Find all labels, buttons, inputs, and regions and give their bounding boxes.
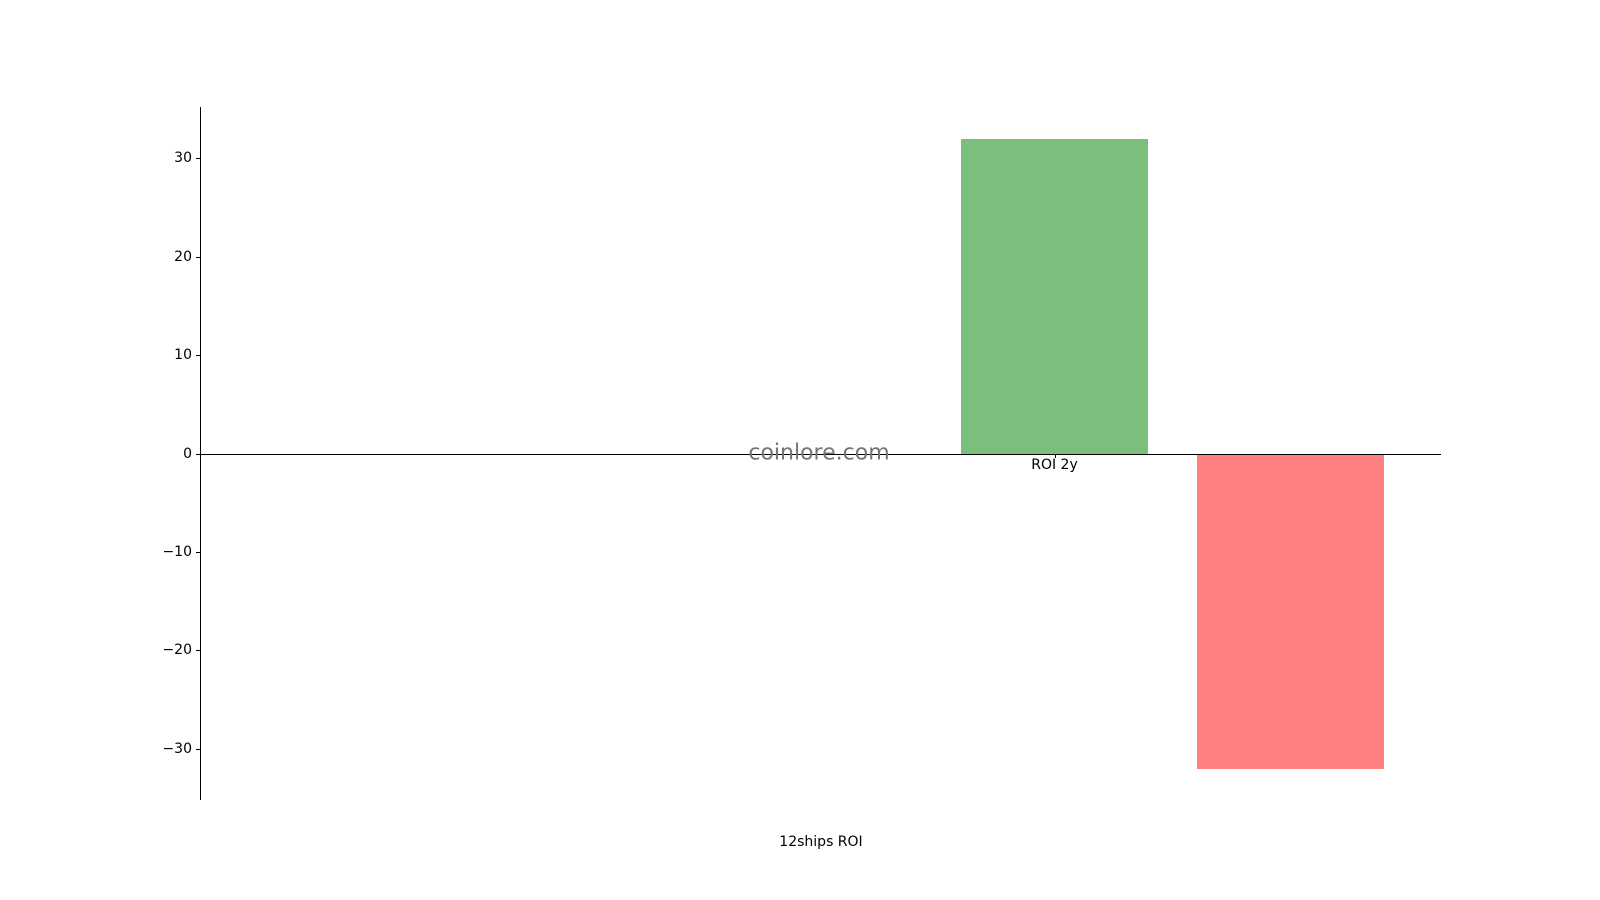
y-tick-label: 0 <box>183 445 192 462</box>
y-tick-label: −10 <box>162 543 192 560</box>
y-tick-label: 30 <box>174 150 192 167</box>
y-tick-mark <box>196 650 200 651</box>
y-tick-label: −20 <box>162 642 192 659</box>
x-axis-zero-line <box>200 454 1441 455</box>
y-tick-mark <box>196 552 200 553</box>
x-axis-title: 12ships ROI <box>779 834 863 850</box>
y-tick-label: −30 <box>162 740 192 757</box>
x-tick-mark <box>1055 454 1056 458</box>
y-tick-label: 20 <box>174 248 192 265</box>
y-tick-mark <box>196 749 200 750</box>
y-tick-mark <box>196 257 200 258</box>
y-tick-label: 10 <box>174 347 192 364</box>
y-tick-mark <box>196 454 200 455</box>
y-tick-mark <box>196 355 200 356</box>
x-tick-label: ROI 2y <box>1031 456 1078 473</box>
bar-roi-2y <box>961 139 1148 454</box>
y-tick-mark <box>196 158 200 159</box>
bar-unlabeled-1 <box>1196 454 1384 769</box>
watermark-text: coinlore.com <box>748 440 890 466</box>
y-axis-spine <box>200 107 201 800</box>
